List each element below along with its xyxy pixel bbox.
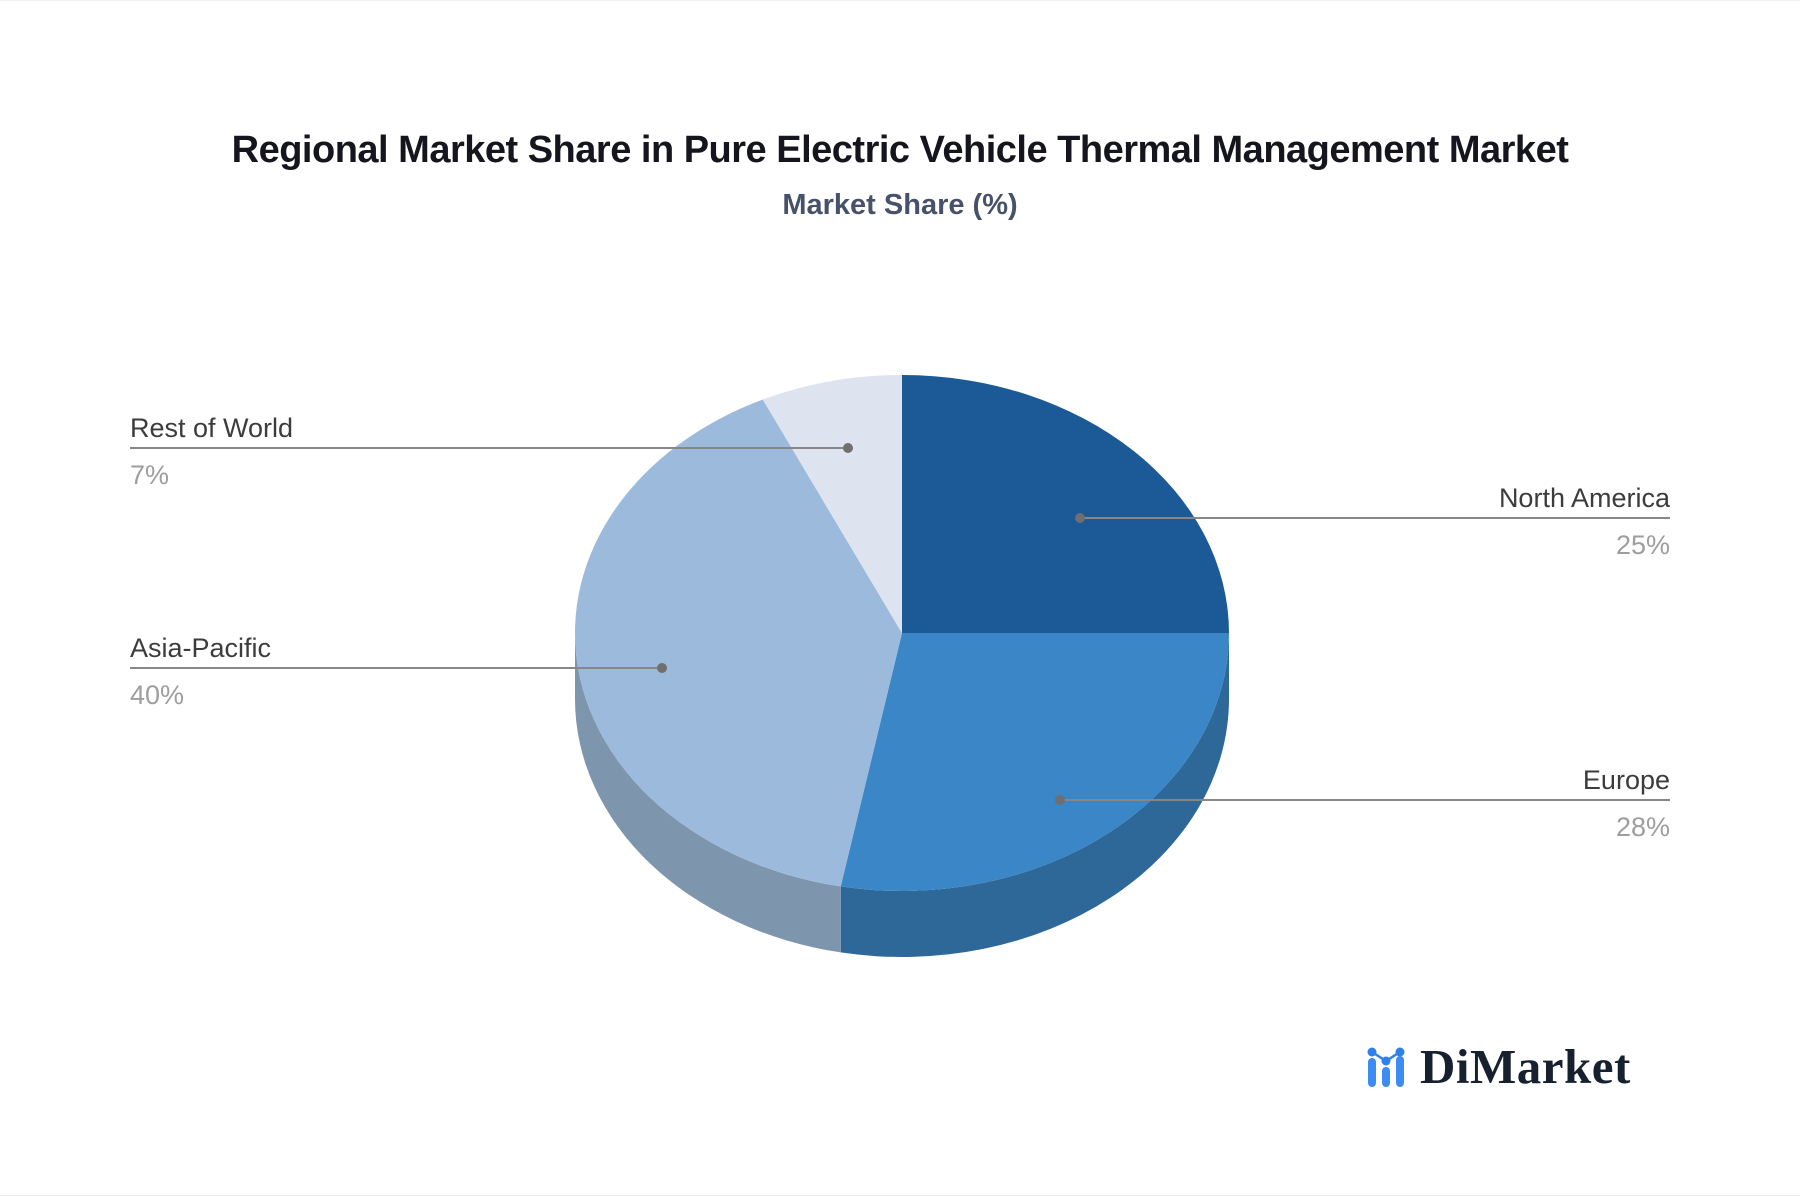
slice-pct-rest-of-world: 7% (130, 460, 170, 490)
slice-pct-asia-pacific: 40% (130, 680, 185, 710)
slice-label-europe: Europe (1582, 765, 1670, 795)
chart-title: Regional Market Share in Pure Electric V… (231, 129, 1569, 171)
logo-dot (1395, 1047, 1405, 1057)
slice-label-north-america: North America (1498, 483, 1670, 513)
leader-dot (1075, 513, 1085, 523)
logo-bar (1368, 1058, 1376, 1087)
slice-pct-europe: 28% (1615, 812, 1670, 842)
slice-pct-north-america: 25% (1615, 530, 1670, 560)
slice-label-asia-pacific: Asia-Pacific (130, 633, 272, 663)
pie-rim-asia-pacific (575, 633, 841, 953)
logo-bar (1382, 1067, 1390, 1087)
logo-dot (1381, 1056, 1391, 1066)
slice-label-rest-of-world: Rest of World (130, 413, 294, 443)
dimarket-logo: DiMarket (1366, 1039, 1631, 1094)
leader-dot (657, 663, 667, 673)
pie-slice-europe (840, 633, 1229, 892)
logo-text: DiMarket (1420, 1039, 1631, 1094)
pie-slice-north-america (902, 375, 1229, 633)
logo-dot (1367, 1047, 1377, 1057)
pie-rim-europe (840, 633, 1229, 957)
leader-dot (843, 443, 853, 453)
pie-slice-asia-pacific (575, 399, 902, 887)
logo-bar (1396, 1056, 1404, 1087)
bar-line-chart-icon (1367, 1047, 1405, 1087)
chart-subtitle: Market Share (%) (782, 189, 1018, 221)
pie-slice-rest-of-world (762, 375, 902, 633)
leader-dot (1055, 795, 1065, 805)
